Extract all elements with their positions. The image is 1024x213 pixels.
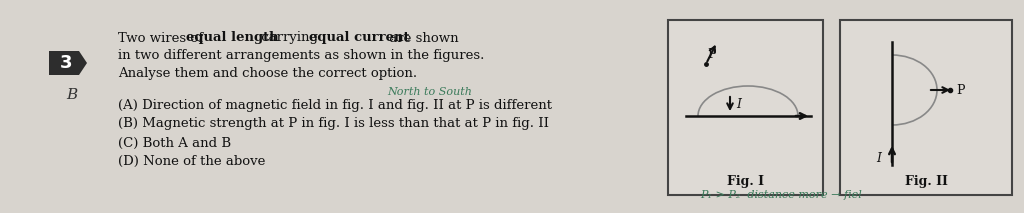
Text: North to South: North to South (387, 87, 472, 97)
Text: B: B (67, 88, 78, 102)
Text: (C) Both A and B: (C) Both A and B (118, 137, 231, 150)
Text: Two wires of: Two wires of (118, 32, 208, 45)
Text: I: I (877, 153, 882, 166)
Bar (668, 20, 823, 195)
Polygon shape (49, 51, 87, 75)
Text: P: P (708, 49, 716, 62)
Text: Analyse them and choose the correct option.: Analyse them and choose the correct opti… (118, 68, 417, 81)
Text: (B) Magnetic strength at P in fig. I is less than that at P in fig. II: (B) Magnetic strength at P in fig. I is … (118, 117, 549, 130)
Text: (D) None of the above: (D) None of the above (118, 154, 265, 167)
Text: equal length: equal length (186, 32, 279, 45)
Text: carrying: carrying (257, 32, 322, 45)
Text: 3: 3 (59, 54, 73, 72)
Text: P: P (956, 83, 966, 96)
Text: equal current: equal current (309, 32, 410, 45)
Text: Fig. II: Fig. II (904, 174, 947, 187)
Text: (A) Direction of magnetic field in fig. I and fig. II at P is different: (A) Direction of magnetic field in fig. … (118, 98, 552, 111)
Text: I: I (736, 98, 741, 111)
Text: P₁ > P₂  distance more → fiel: P₁ > P₂ distance more → fiel (700, 190, 862, 200)
Text: in two different arrangements as shown in the figures.: in two different arrangements as shown i… (118, 49, 484, 62)
Bar (840, 20, 1012, 195)
Text: are shown: are shown (385, 32, 459, 45)
Text: Fig. I: Fig. I (727, 174, 764, 187)
